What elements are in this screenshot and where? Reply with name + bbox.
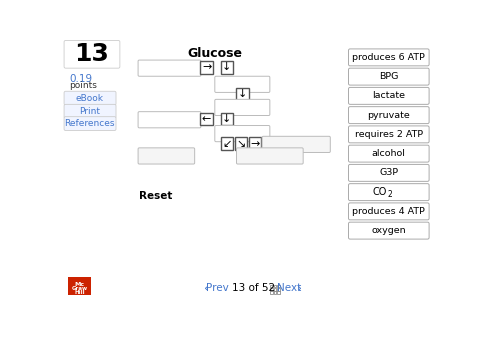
Bar bbox=[236, 88, 248, 100]
FancyBboxPatch shape bbox=[348, 87, 429, 104]
Text: ›: › bbox=[297, 282, 302, 295]
Text: ←: ← bbox=[202, 114, 211, 124]
Text: pyruvate: pyruvate bbox=[368, 111, 410, 120]
Bar bbox=[221, 113, 233, 125]
Text: ‹: ‹ bbox=[204, 282, 209, 295]
Bar bbox=[274, 284, 277, 287]
Text: alcohol: alcohol bbox=[372, 149, 406, 158]
FancyBboxPatch shape bbox=[237, 148, 303, 164]
Text: lactate: lactate bbox=[372, 91, 405, 100]
FancyBboxPatch shape bbox=[138, 148, 195, 164]
Text: 2: 2 bbox=[387, 189, 392, 198]
Text: oxygen: oxygen bbox=[371, 226, 406, 235]
FancyBboxPatch shape bbox=[348, 222, 429, 239]
Bar bbox=[221, 137, 233, 150]
FancyBboxPatch shape bbox=[64, 104, 116, 118]
Text: Reset: Reset bbox=[139, 191, 172, 202]
Text: ↓: ↓ bbox=[222, 62, 232, 72]
Text: References: References bbox=[64, 119, 115, 128]
Bar bbox=[270, 288, 273, 291]
FancyBboxPatch shape bbox=[64, 91, 116, 105]
Bar bbox=[235, 137, 247, 150]
FancyBboxPatch shape bbox=[348, 106, 429, 124]
Bar bbox=[68, 277, 91, 295]
FancyBboxPatch shape bbox=[138, 60, 201, 76]
Bar bbox=[270, 284, 273, 287]
Bar bbox=[221, 61, 233, 73]
Text: ↓: ↓ bbox=[238, 89, 247, 99]
Text: produces 4 ATP: produces 4 ATP bbox=[352, 207, 425, 216]
FancyBboxPatch shape bbox=[348, 49, 429, 66]
Text: Graw: Graw bbox=[72, 286, 87, 291]
Text: ↓: ↓ bbox=[222, 114, 232, 124]
Text: CO: CO bbox=[373, 187, 387, 197]
FancyBboxPatch shape bbox=[348, 126, 429, 143]
Text: 13: 13 bbox=[75, 42, 109, 66]
Bar bbox=[274, 292, 277, 294]
Text: eBook: eBook bbox=[76, 94, 104, 103]
Text: requires 2 ATP: requires 2 ATP bbox=[355, 130, 423, 139]
Bar bbox=[277, 288, 280, 291]
FancyBboxPatch shape bbox=[348, 145, 429, 162]
Bar bbox=[201, 113, 213, 125]
Text: points: points bbox=[70, 81, 97, 90]
Text: G3P: G3P bbox=[379, 168, 398, 177]
Text: →: → bbox=[202, 62, 211, 72]
Text: ↙: ↙ bbox=[222, 139, 232, 149]
Text: 0.19: 0.19 bbox=[70, 74, 93, 84]
Text: Next: Next bbox=[277, 283, 301, 294]
Bar bbox=[274, 288, 277, 291]
FancyBboxPatch shape bbox=[348, 203, 429, 220]
FancyBboxPatch shape bbox=[348, 68, 429, 85]
Text: Print: Print bbox=[79, 107, 100, 116]
Bar bbox=[248, 137, 261, 150]
Text: Mc: Mc bbox=[75, 282, 84, 287]
Text: 13 of 52: 13 of 52 bbox=[232, 283, 275, 294]
FancyBboxPatch shape bbox=[215, 125, 270, 142]
FancyBboxPatch shape bbox=[138, 112, 201, 128]
FancyBboxPatch shape bbox=[64, 117, 116, 130]
Bar bbox=[277, 292, 280, 294]
Text: →: → bbox=[250, 139, 259, 149]
Bar bbox=[270, 292, 273, 294]
FancyBboxPatch shape bbox=[348, 164, 429, 181]
Text: Prev: Prev bbox=[206, 283, 229, 294]
Text: Glucose: Glucose bbox=[187, 47, 242, 60]
FancyBboxPatch shape bbox=[348, 184, 429, 201]
FancyBboxPatch shape bbox=[215, 99, 270, 116]
Text: Hill: Hill bbox=[74, 290, 85, 295]
Text: ↘: ↘ bbox=[236, 139, 246, 149]
Bar bbox=[277, 284, 280, 287]
FancyBboxPatch shape bbox=[262, 136, 330, 152]
FancyBboxPatch shape bbox=[215, 76, 270, 92]
Bar bbox=[201, 61, 213, 73]
Text: BPG: BPG bbox=[379, 72, 399, 81]
FancyBboxPatch shape bbox=[64, 40, 120, 68]
Text: produces 6 ATP: produces 6 ATP bbox=[352, 53, 425, 62]
